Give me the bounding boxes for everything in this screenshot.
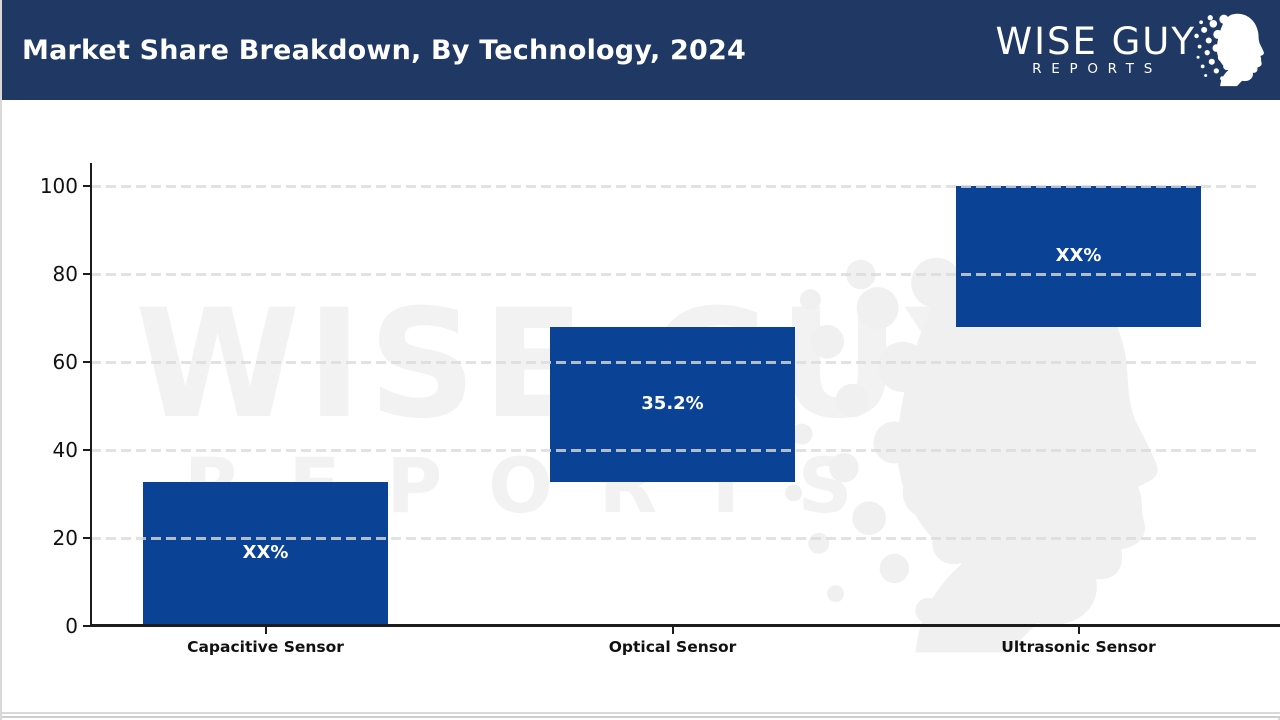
bar-value-label: XX% bbox=[1055, 244, 1102, 266]
x-tick-mark bbox=[1077, 627, 1080, 634]
logo-wordmark: WISE GUY REPORTS bbox=[996, 23, 1196, 77]
header-bar: Market Share Breakdown, By Technology, 2… bbox=[2, 0, 1280, 100]
bar-value-label: XX% bbox=[242, 542, 289, 564]
x-axis-spine bbox=[90, 624, 1280, 627]
bar-capacitive-sensor bbox=[143, 482, 388, 626]
y-tick-mark bbox=[83, 537, 91, 539]
y-tick-mark bbox=[83, 273, 91, 275]
bottom-frame-line bbox=[2, 712, 1280, 718]
y-tick-mark bbox=[83, 185, 91, 187]
x-axis-label-capacitive-sensor: Capacitive Sensor bbox=[187, 638, 344, 656]
gridline-80 bbox=[91, 273, 1257, 276]
y-tick-mark bbox=[83, 361, 91, 363]
gridline-100 bbox=[91, 185, 1257, 188]
y-tick-label: 60 bbox=[52, 350, 78, 374]
bar-optical-sensor bbox=[550, 327, 795, 483]
y-tick-mark bbox=[83, 625, 91, 627]
x-axis-label-ultrasonic-sensor: Ultrasonic Sensor bbox=[1001, 638, 1156, 656]
y-tick-label: 100 bbox=[39, 174, 78, 198]
y-tick-label: 20 bbox=[52, 526, 78, 550]
logo-line1: WISE GUY bbox=[995, 20, 1196, 64]
bar-ultrasonic-sensor bbox=[956, 186, 1201, 328]
gridline-40 bbox=[91, 449, 1257, 452]
gridline-60 bbox=[91, 361, 1257, 364]
x-tick-mark bbox=[264, 627, 267, 634]
y-tick-label: 80 bbox=[52, 262, 78, 286]
gridline-20 bbox=[91, 537, 1257, 540]
y-tick-label: 0 bbox=[65, 614, 78, 638]
logo-line2: REPORTS bbox=[1032, 61, 1163, 78]
y-axis-spine bbox=[90, 163, 92, 627]
y-tick-label: 40 bbox=[52, 438, 78, 462]
dot-face-logo-icon bbox=[1194, 13, 1264, 87]
wise-guy-logo: WISE GUY REPORTS bbox=[996, 8, 1268, 92]
chart-area: WISE GUY REPORTS XX% 35.2% XX% 0 20 40 60 80 10… bbox=[2, 100, 1280, 718]
y-tick-mark bbox=[83, 449, 91, 451]
bar-value-label: 35.2% bbox=[641, 392, 704, 414]
x-tick-mark bbox=[671, 627, 674, 634]
x-axis-label-optical-sensor: Optical Sensor bbox=[608, 638, 737, 656]
page-title: Market Share Breakdown, By Technology, 2… bbox=[22, 34, 747, 66]
